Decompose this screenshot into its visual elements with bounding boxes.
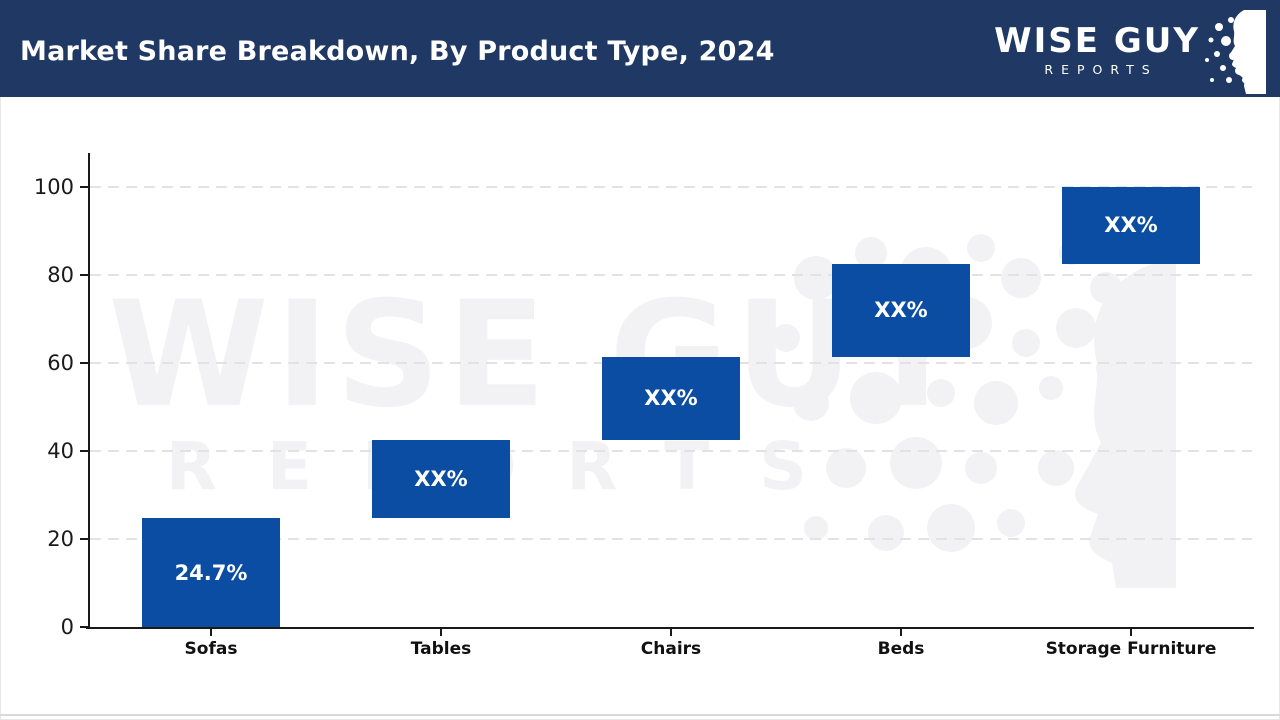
wise-guy-logo: WISE GUY REPORTS: [994, 8, 1266, 94]
y-tick-mark: [80, 626, 88, 628]
logo-face-icon: [1205, 10, 1266, 94]
y-tick-mark: [80, 362, 88, 364]
y-tick-label: 80: [47, 263, 74, 287]
x-axis: [86, 627, 1254, 629]
bar-segment: [142, 518, 280, 627]
y-tick-mark: [80, 274, 88, 276]
bar-value-label: XX%: [644, 386, 698, 411]
x-category-label: Storage Furniture: [1045, 639, 1217, 659]
gridline: [90, 450, 1252, 452]
bar-segment: [602, 356, 740, 440]
x-tick-mark: [440, 629, 442, 636]
x-tick-mark: [210, 629, 212, 636]
y-tick-label: 20: [47, 527, 74, 551]
gridline: [90, 274, 1252, 276]
x-tick-mark: [1130, 629, 1132, 636]
gridline: [90, 538, 1252, 540]
bottom-rule: [0, 714, 1280, 716]
y-axis: [88, 153, 90, 629]
y-tick-label: 40: [47, 439, 74, 463]
bar-value-label: 24.7%: [174, 560, 248, 585]
y-tick-label: 100: [33, 175, 74, 199]
bar-segment: [832, 263, 970, 357]
x-category-label: Beds: [877, 639, 925, 659]
logo-text: WISE GUY REPORTS: [994, 21, 1200, 77]
bar-value-label: XX%: [874, 298, 928, 323]
bar-segment: [372, 440, 510, 519]
bar-segment: [1062, 187, 1200, 264]
y-tick-mark: [80, 450, 88, 452]
x-category-label: Sofas: [184, 639, 238, 659]
x-category-label: Tables: [410, 639, 472, 659]
y-tick-mark: [80, 538, 88, 540]
y-tick-label: 0: [60, 615, 74, 639]
header-band: Market Share Breakdown, By Product Type,…: [0, 0, 1280, 97]
y-tick-label: 60: [47, 351, 74, 375]
x-tick-mark: [670, 629, 672, 636]
chart-title: Market Share Breakdown, By Product Type,…: [20, 36, 775, 67]
gridline: [90, 186, 1252, 188]
x-category-label: Chairs: [640, 639, 702, 659]
logo-wordmark: WISE GUY: [994, 21, 1200, 61]
bar-value-label: XX%: [1104, 213, 1158, 238]
y-tick-mark: [80, 186, 88, 188]
bar-value-label: XX%: [414, 467, 468, 492]
x-tick-mark: [900, 629, 902, 636]
logo-subtitle: REPORTS: [1044, 61, 1158, 77]
